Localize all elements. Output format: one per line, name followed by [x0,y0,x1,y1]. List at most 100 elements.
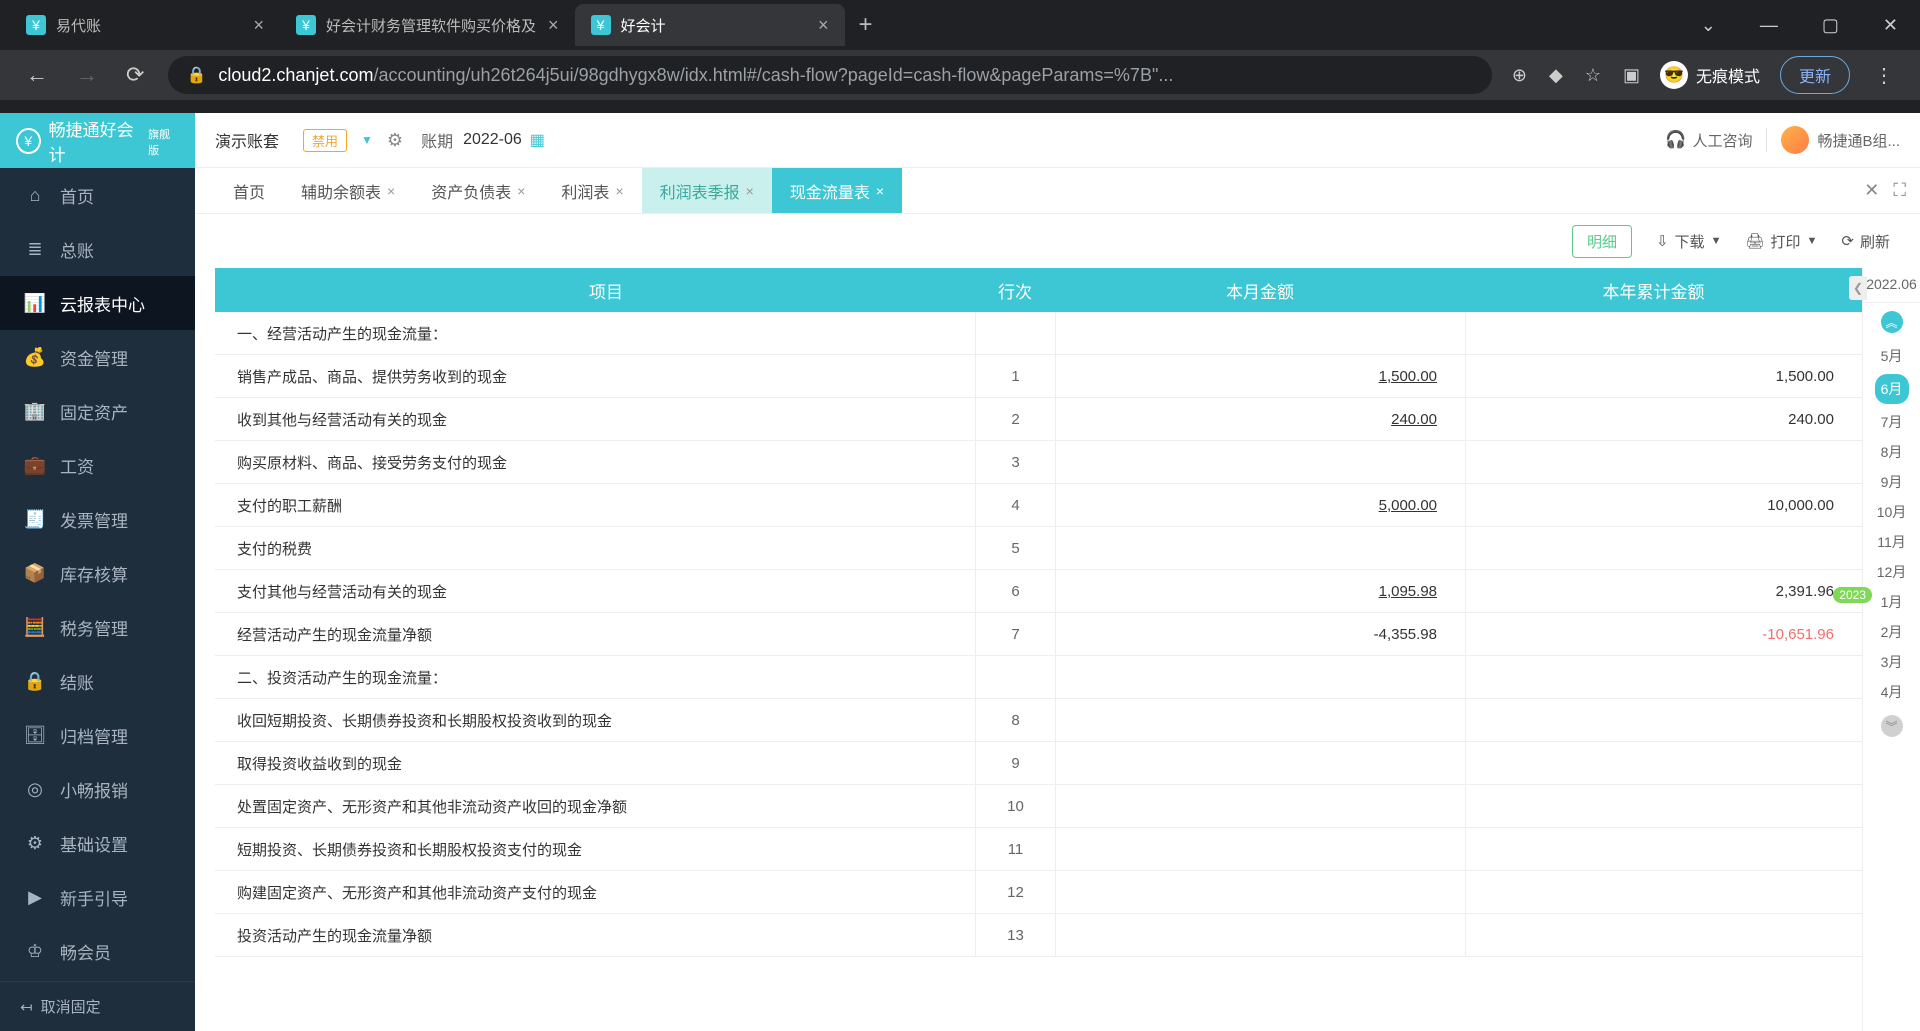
tab-close-icon[interactable]: × [387,183,395,199]
sidebar-item[interactable]: 🗄归档管理 [0,708,195,762]
tab-close-icon[interactable]: × [548,15,559,36]
page-tab[interactable]: 辅助余额表× [283,168,413,213]
minimize-icon[interactable]: — [1738,15,1800,36]
detail-button[interactable]: 明细 [1572,225,1632,258]
period-value[interactable]: 2022-06 [463,131,522,149]
period-label: 账期 [421,128,453,152]
maximize-icon[interactable]: ▢ [1800,15,1861,36]
user-menu[interactable]: 畅捷通B组... [1781,126,1900,154]
page-tab[interactable]: 资产负债表× [413,168,543,213]
cell-month[interactable]: 240.00 [1055,398,1465,440]
page-tab[interactable]: 利润表× [543,168,641,213]
sidebar-item[interactable]: ▶新手引导 [0,870,195,924]
cell-line: 11 [975,828,1055,870]
tab-close-icon[interactable]: × [818,15,829,36]
period-month-button[interactable]: 11月 [1863,527,1920,557]
sidebar-item[interactable]: ◎小畅报销 [0,762,195,816]
tab-close-icon[interactable]: × [615,183,623,199]
url-input[interactable]: 🔒 cloud2.chanjet.com /accounting/uh26t26… [168,56,1491,94]
sidebar-item[interactable]: 💼工资 [0,438,195,492]
cell-line: 1 [975,355,1055,397]
cell-month [1055,527,1465,569]
close-window-icon[interactable]: ✕ [1861,15,1920,36]
sidebar-item[interactable]: 📦库存核算 [0,546,195,600]
update-button[interactable]: 更新 [1780,56,1850,94]
print-icon: 🖨 [1745,232,1764,250]
extension-icon[interactable]: ◆ [1549,65,1563,86]
tab-close-icon[interactable]: × [253,15,264,36]
reload-button[interactable]: ⟳ [112,62,158,88]
sidebar-item[interactable]: ⚙基础设置 [0,816,195,870]
sidebar-unpin-button[interactable]: ↦ 取消固定 [0,981,195,1031]
refresh-button[interactable]: ⟳ 刷新 [1841,231,1890,252]
page-tab[interactable]: 现金流量表× [772,168,902,213]
period-month-button[interactable]: 12月 [1863,557,1920,587]
download-button[interactable]: ⇩ 下载 ▼ [1656,231,1721,252]
period-month-button[interactable]: 10月 [1863,497,1920,527]
cell-item: 经营活动产生的现金流量净额 [215,624,975,645]
sidebar-item[interactable]: ♔畅会员 [0,924,195,978]
header-month: 本月金额 [1055,278,1465,303]
sidebar-item[interactable]: 💰资金管理 [0,330,195,384]
browser-menu-icon[interactable]: ⋮ [1860,63,1908,88]
cell-month [1055,785,1465,827]
sidebar-item[interactable]: ≣总账 [0,222,195,276]
period-month-button[interactable]: 9月 [1863,467,1920,497]
print-button[interactable]: 🖨 打印 ▼ [1745,231,1817,252]
sidebar-item[interactable]: 📊云报表中心 [0,276,195,330]
period-month-button[interactable]: 2月 [1863,617,1920,647]
table-row: 支付的税费5 [215,527,1862,570]
reading-list-icon[interactable]: ▣ [1623,65,1640,86]
browser-tab[interactable]: ¥易代账× [10,4,280,46]
sidebar-item[interactable]: ⌂首页 [0,168,195,222]
incognito-indicator[interactable]: 😎 无痕模式 [1650,61,1770,89]
tab-close-icon[interactable]: × [876,183,884,199]
cell-month[interactable]: 1,095.98 [1055,570,1465,612]
sidebar-icon: ⌂ [24,185,46,206]
avatar [1781,126,1809,154]
close-all-tabs-icon[interactable]: ✕ [1864,180,1879,201]
cell-month[interactable]: 1,500.00 [1055,355,1465,397]
rail-down-button[interactable]: ︾ [1881,715,1903,737]
back-button[interactable]: ← [12,62,62,88]
support-button[interactable]: 🎧 人工咨询 [1665,130,1752,151]
cell-year [1465,828,1862,870]
period-month-button[interactable]: 4月 [1863,677,1920,707]
address-bar-icons: ⊕ ◆ ☆ ▣ [1502,65,1650,86]
rail-up-button[interactable]: ︽ [1881,311,1903,333]
chevron-down-icon[interactable]: ⌄ [1679,15,1738,36]
cell-item: 购买原材料、商品、接受劳务支付的现金 [215,452,975,473]
cell-month[interactable]: 5,000.00 [1055,484,1465,526]
tab-close-icon[interactable]: × [746,183,754,199]
browser-tab[interactable]: ¥好会计× [575,4,845,46]
sidebar-item-label: 基础设置 [60,831,128,856]
period-month-button[interactable]: 8月 [1863,437,1920,467]
settings-icon[interactable]: ⚙ [387,130,403,151]
sidebar-item[interactable]: 🔒结账 [0,654,195,708]
favicon-icon: ¥ [591,15,611,35]
sidebar-item[interactable]: 🧾发票管理 [0,492,195,546]
sidebar-item[interactable]: 🏢固定资产 [0,384,195,438]
table-body[interactable]: 一、经营活动产生的现金流量：销售产成品、商品、提供劳务收到的现金11,500.0… [215,312,1862,1031]
fullscreen-icon[interactable]: ⛶ [1893,180,1906,201]
sidebar-item[interactable]: 🧮税务管理 [0,600,195,654]
sidebar-icon: 💰 [24,347,46,368]
logo[interactable]: ¥ 畅捷通好会计 旗舰版 [0,113,195,168]
account-dropdown-icon[interactable]: ▼ [361,133,373,147]
page-tab[interactable]: 利润表季报× [642,168,772,213]
forward-button[interactable]: → [62,62,112,88]
browser-tab[interactable]: ¥好会计财务管理软件购买价格及× [280,4,575,46]
calendar-icon[interactable]: ▦ [530,130,545,150]
new-tab-button[interactable]: + [845,11,887,39]
cell-line: 5 [975,527,1055,569]
page-tab[interactable]: 首页 [215,168,283,213]
period-month-button[interactable]: 3月 [1863,647,1920,677]
period-month-button[interactable]: 5月 [1863,341,1920,371]
account-name[interactable]: 演示账套 [215,128,279,152]
zoom-icon[interactable]: ⊕ [1512,65,1527,86]
user-name: 畅捷通B组... [1817,130,1900,151]
period-month-button[interactable]: 7月 [1863,407,1920,437]
bookmark-icon[interactable]: ☆ [1585,65,1601,86]
tab-close-icon[interactable]: × [517,183,525,199]
period-month-button[interactable]: 6月 [1875,374,1909,404]
